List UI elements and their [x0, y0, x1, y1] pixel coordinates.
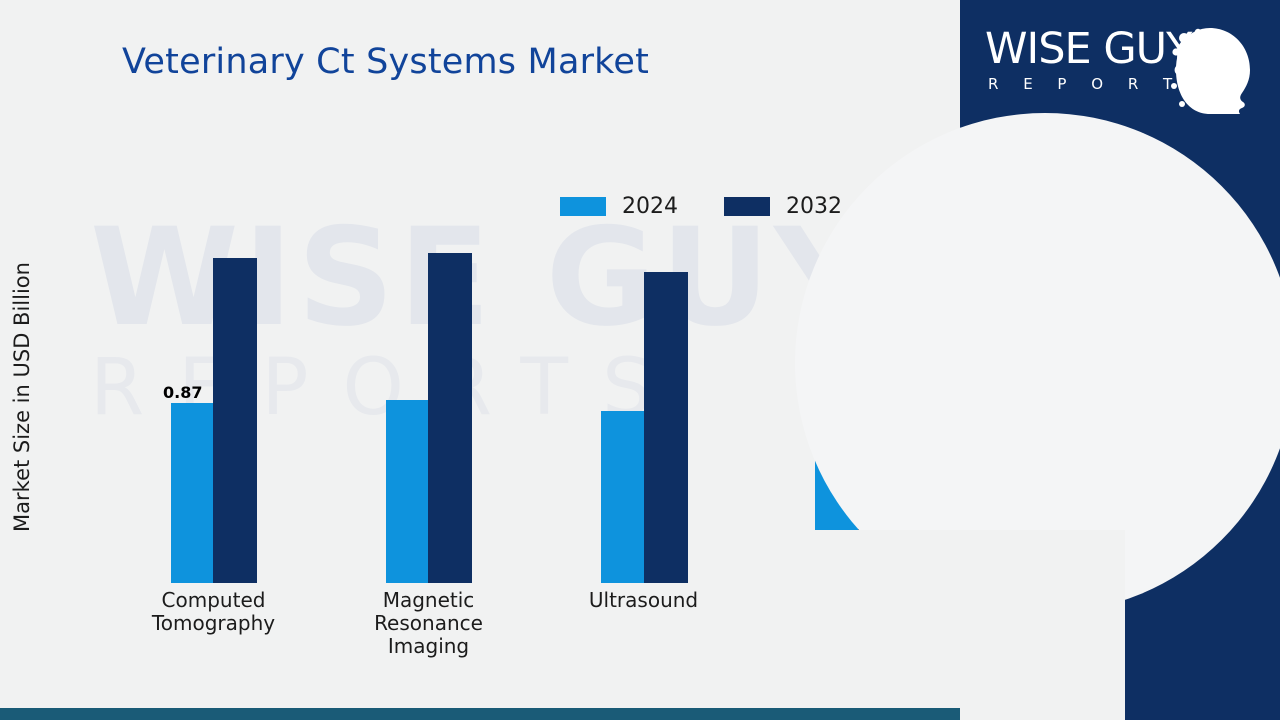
panel-white-disc	[795, 113, 1280, 613]
page-title: Veterinary Ct Systems Market	[122, 42, 650, 82]
legend-label-2032: 2032	[786, 194, 842, 219]
bar-2032-1[interactable]	[213, 258, 257, 583]
bar-2024-1[interactable]	[171, 403, 213, 583]
legend-item-2032[interactable]: 2032	[724, 194, 842, 219]
bar-2024-2[interactable]	[386, 400, 428, 583]
panel-white-fill	[795, 530, 1125, 720]
logo-wordmark: WISE GUY	[985, 24, 1192, 74]
category-axis-labels: Computed Tomography Magnetic Resonance Imagi…	[0, 589, 960, 679]
category-label-2: Magnetic Resonance Imaging	[374, 588, 483, 658]
bar-2032-3[interactable]	[644, 272, 688, 583]
legend-label-2024: 2024	[622, 194, 678, 219]
bar-value-label-1: 0.87	[163, 383, 203, 402]
bar-2032-2[interactable]	[428, 253, 472, 583]
legend-item-2024[interactable]: 2024	[560, 194, 678, 219]
chart-legend: 2024 2032	[560, 194, 842, 219]
legend-swatch-2032	[724, 197, 770, 216]
chart-plot-area: Market Size in USD Billion 2024 2032 Com…	[0, 194, 960, 679]
logo-head-icon	[1171, 28, 1250, 114]
brand-logo: WISE GUY R E P O R T S	[985, 24, 1255, 114]
footer-strip	[0, 708, 960, 720]
legend-swatch-2024	[560, 197, 606, 216]
logo-subtext: R E P O R T S	[988, 75, 1217, 93]
bar-2024-3[interactable]	[601, 411, 644, 583]
category-label-1: Computed Tomography	[151, 588, 276, 635]
category-label-3: Ultrasound	[588, 588, 699, 612]
